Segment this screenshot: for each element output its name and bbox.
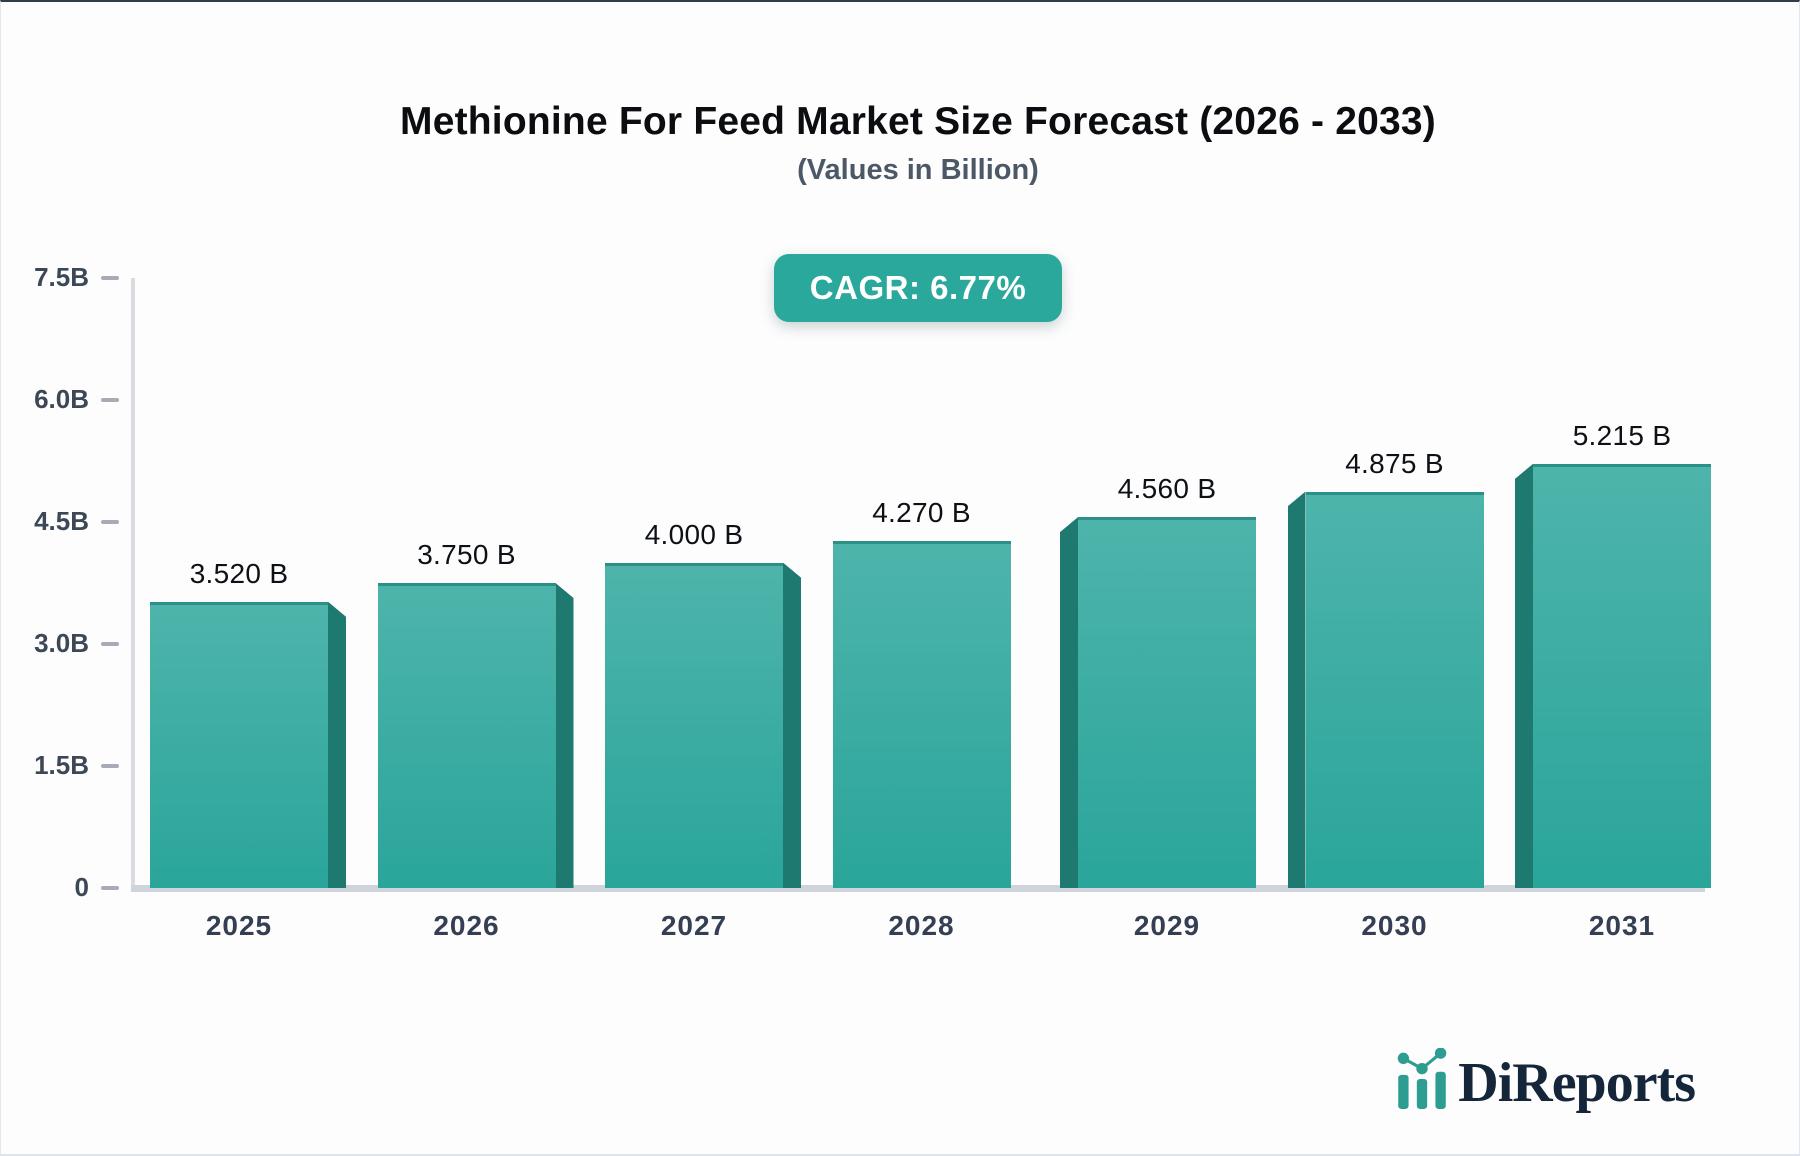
bar-2025 — [150, 601, 328, 888]
bar-2028 — [832, 540, 1011, 888]
cagr-badge: CAGR: 6.77% — [773, 254, 1063, 322]
x-axis-label: 2030 — [1361, 910, 1428, 941]
bar-2029 — [1078, 517, 1256, 888]
bar-side-2029 — [1060, 517, 1078, 888]
x-axis-label: 2029 — [1133, 910, 1201, 941]
y-tick-mark — [101, 642, 119, 646]
bar-2031 — [1533, 463, 1711, 888]
y-tick-label: 1.5B — [34, 750, 89, 780]
y-tick-mark — [101, 276, 119, 280]
bar-side-2025 — [328, 601, 346, 888]
bar-value-label: 4.560 B — [1117, 473, 1217, 505]
y-tick-label: 3.0B — [34, 628, 89, 658]
bar-2026 — [377, 583, 556, 888]
y-tick-label: 4.5B — [34, 506, 89, 536]
y-tick-mark — [101, 886, 119, 890]
y-tick-mark — [101, 764, 119, 768]
logo-text: DiReports — [1458, 1051, 1696, 1114]
y-tick-label: 7.5B — [34, 262, 89, 292]
bar-side-2027 — [783, 562, 801, 888]
y-tick-mark — [101, 520, 119, 524]
y-tick-label: 6.0B — [34, 384, 89, 414]
x-axis-label: 2028 — [888, 910, 955, 941]
bar-value-label: 3.520 B — [189, 557, 289, 589]
x-axis-label: 2031 — [1588, 910, 1656, 941]
y-tick-label: 0 — [74, 872, 89, 902]
cagr-badge-band: CAGR: 6.77% — [131, 254, 1705, 322]
x-axis-label: 2027 — [660, 910, 728, 941]
bar-value-label: 4.875 B — [1345, 447, 1444, 479]
y-axis-line — [131, 278, 135, 888]
x-axis-label: 2025 — [205, 910, 273, 941]
x-axis-baseline — [131, 885, 1705, 892]
bar-value-label: 4.000 B — [644, 518, 744, 550]
y-tick-mark — [101, 398, 119, 402]
page-title: Methionine For Feed Market Size Forecast… — [400, 100, 1436, 143]
bar-value-label: 5.215 B — [1572, 419, 1672, 451]
bar-side-2030 — [1287, 491, 1306, 888]
x-axis-label: 2026 — [433, 910, 500, 941]
bar-value-label: 3.750 B — [417, 539, 516, 570]
bar-value-label: 4.270 B — [872, 496, 971, 528]
direports-logo: DiReports — [1396, 1048, 1696, 1114]
bar-side-2031 — [1515, 463, 1533, 888]
bar-2027 — [605, 562, 783, 888]
bar-2030 — [1305, 491, 1484, 888]
mini-bar-line-chart-icon — [1397, 1048, 1447, 1109]
page-subtitle: (Values in Billion) — [797, 154, 1039, 186]
bar-side-2026 — [555, 583, 574, 888]
